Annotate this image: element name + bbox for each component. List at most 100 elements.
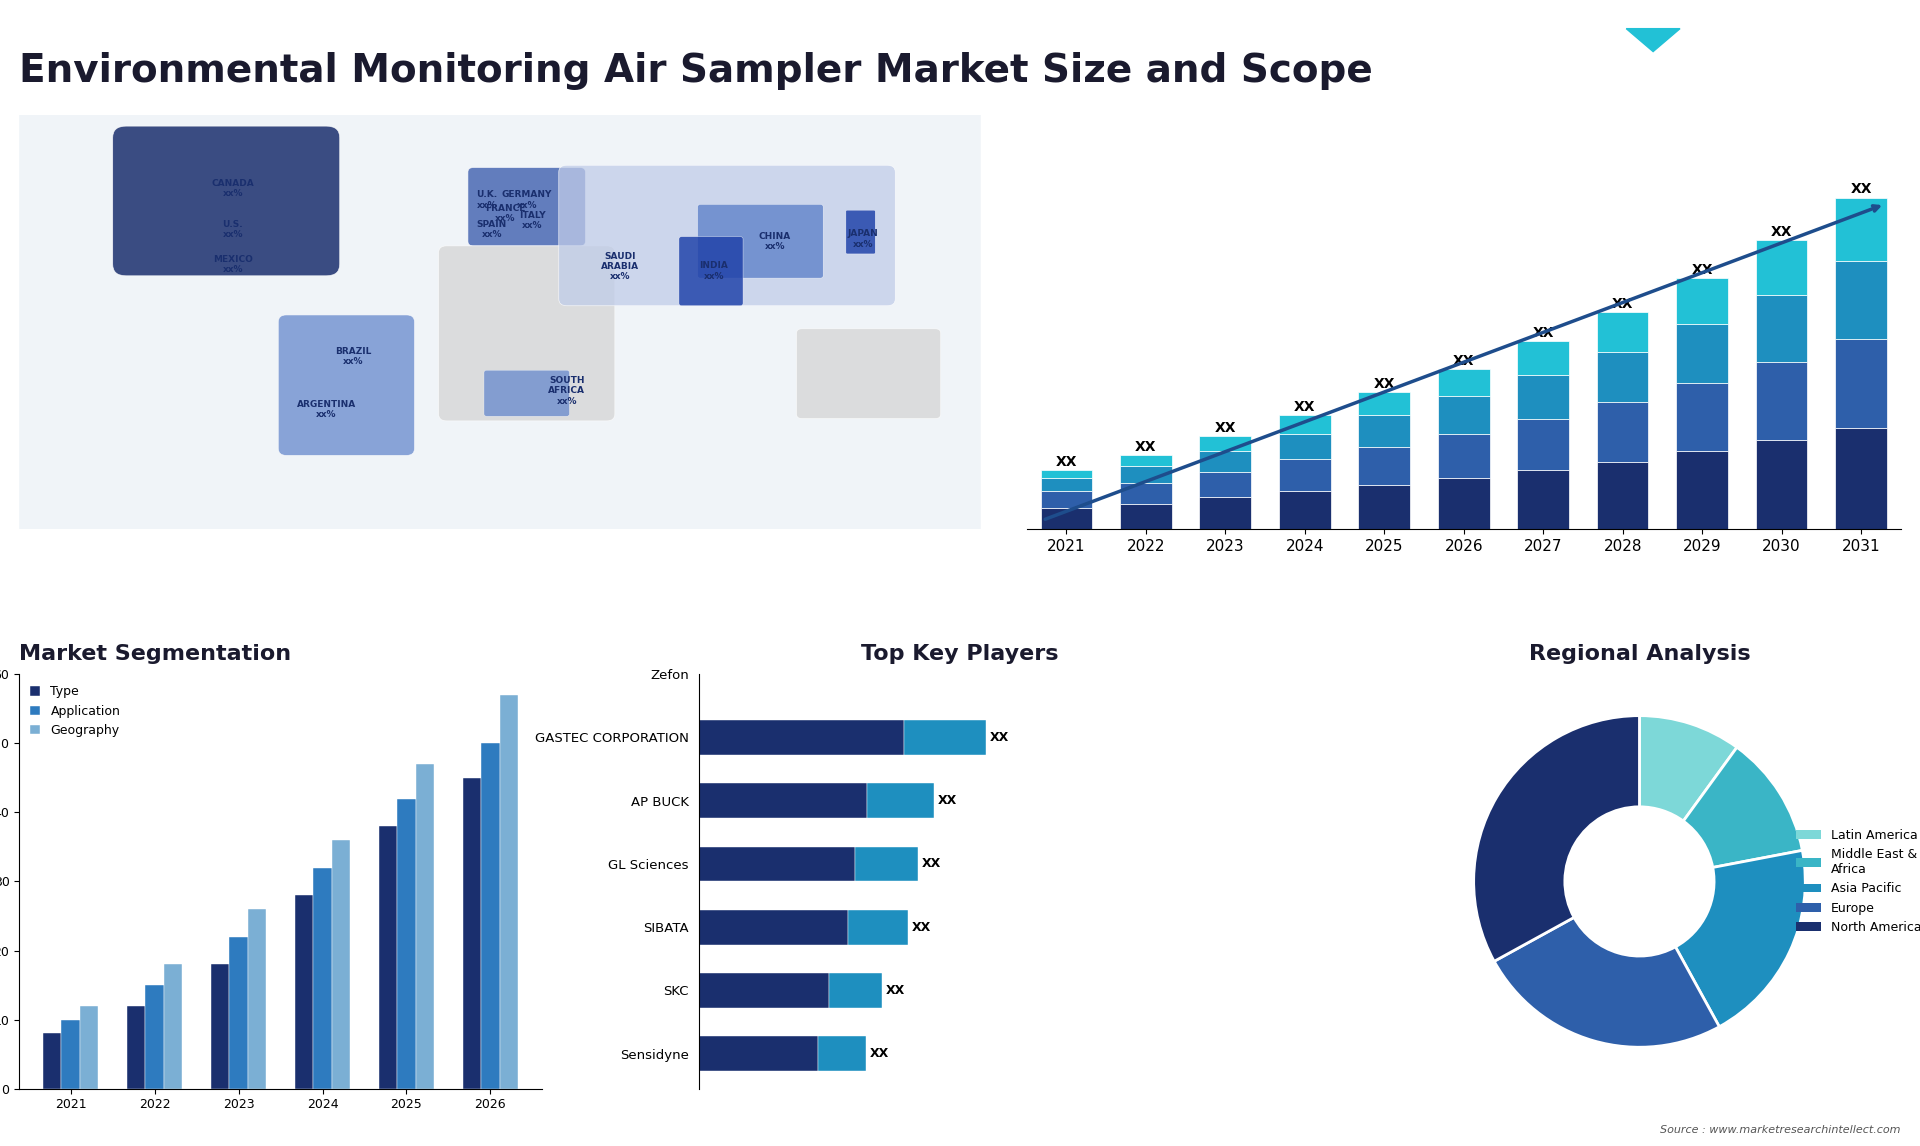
Bar xyxy=(699,720,904,755)
Text: ITALY
xx%: ITALY xx% xyxy=(518,211,545,230)
Bar xyxy=(699,910,849,944)
Text: XX: XX xyxy=(1294,400,1315,414)
Bar xyxy=(818,1036,866,1072)
Bar xyxy=(228,936,248,1089)
Bar xyxy=(296,895,313,1089)
FancyBboxPatch shape xyxy=(559,165,895,306)
Bar xyxy=(1597,352,1649,402)
Bar xyxy=(829,973,881,1007)
Title: Regional Analysis: Regional Analysis xyxy=(1528,644,1751,665)
Bar xyxy=(1119,504,1171,529)
Polygon shape xyxy=(1626,29,1680,52)
Text: MARKET
RESEARCH
INTELLECT: MARKET RESEARCH INTELLECT xyxy=(1715,47,1780,79)
Wedge shape xyxy=(1684,747,1803,868)
Bar xyxy=(1041,470,1092,478)
Bar xyxy=(163,964,182,1089)
Bar xyxy=(1517,375,1569,419)
Bar xyxy=(1597,402,1649,462)
Wedge shape xyxy=(1475,715,1640,961)
Bar xyxy=(146,986,163,1089)
Bar xyxy=(61,1020,81,1089)
Bar xyxy=(1279,434,1331,460)
Bar xyxy=(699,847,856,881)
Wedge shape xyxy=(1676,850,1805,1027)
FancyBboxPatch shape xyxy=(468,167,586,246)
Legend: Latin America, Middle East &
Africa, Asia Pacific, Europe, North America: Latin America, Middle East & Africa, Asi… xyxy=(1791,824,1920,939)
Bar xyxy=(417,764,434,1089)
Text: XX: XX xyxy=(1851,182,1872,196)
Text: Market Segmentation: Market Segmentation xyxy=(19,644,292,665)
Text: MEXICO
xx%: MEXICO xx% xyxy=(213,254,253,274)
Bar xyxy=(1755,440,1807,529)
Bar xyxy=(1676,452,1728,529)
Bar xyxy=(1676,384,1728,452)
Bar xyxy=(463,778,482,1089)
Bar xyxy=(1438,434,1490,478)
Text: BRAZIL
xx%: BRAZIL xx% xyxy=(334,347,371,366)
FancyBboxPatch shape xyxy=(697,204,824,278)
Bar xyxy=(1438,397,1490,434)
Bar xyxy=(248,909,267,1089)
Text: Source : www.marketresearchintellect.com: Source : www.marketresearchintellect.com xyxy=(1661,1124,1901,1135)
Bar xyxy=(1200,472,1252,497)
Bar xyxy=(332,840,349,1089)
Bar xyxy=(1119,482,1171,504)
Text: XX: XX xyxy=(1373,377,1396,391)
Wedge shape xyxy=(1640,715,1738,821)
Bar xyxy=(378,826,397,1089)
Text: XX: XX xyxy=(1613,297,1634,311)
FancyBboxPatch shape xyxy=(438,246,614,421)
Title: Top Key Players: Top Key Players xyxy=(862,644,1058,665)
Text: XX: XX xyxy=(1135,440,1156,454)
Bar xyxy=(1359,485,1409,529)
Text: SOUTH
AFRICA
xx%: SOUTH AFRICA xx% xyxy=(549,376,586,406)
Bar xyxy=(127,1006,146,1089)
Bar xyxy=(313,868,332,1089)
Bar xyxy=(1836,261,1887,339)
Bar xyxy=(1119,465,1171,482)
Bar xyxy=(866,784,933,818)
Bar xyxy=(1755,240,1807,295)
Bar xyxy=(1597,462,1649,529)
Text: GERMANY
xx%: GERMANY xx% xyxy=(501,190,551,210)
Text: ARGENTINA
xx%: ARGENTINA xx% xyxy=(298,400,355,419)
Bar xyxy=(1200,497,1252,529)
Bar xyxy=(1438,369,1490,397)
Bar xyxy=(1517,419,1569,470)
Bar xyxy=(1676,324,1728,384)
Bar xyxy=(1200,437,1252,452)
Bar xyxy=(1836,427,1887,529)
Bar xyxy=(849,910,908,944)
Bar xyxy=(42,1034,61,1089)
Bar xyxy=(1836,197,1887,261)
Bar xyxy=(1597,312,1649,352)
Text: XX: XX xyxy=(870,1047,889,1060)
FancyBboxPatch shape xyxy=(680,237,743,306)
Bar xyxy=(81,1006,98,1089)
Text: XX: XX xyxy=(1532,327,1553,340)
Text: INDIA
xx%: INDIA xx% xyxy=(699,261,728,281)
Bar xyxy=(1836,339,1887,427)
Bar xyxy=(699,973,829,1007)
Bar xyxy=(1755,295,1807,362)
Text: Environmental Monitoring Air Sampler Market Size and Scope: Environmental Monitoring Air Sampler Mar… xyxy=(19,52,1373,89)
Bar xyxy=(499,694,518,1089)
Bar xyxy=(1359,392,1409,415)
Bar xyxy=(211,964,228,1089)
FancyBboxPatch shape xyxy=(113,126,340,276)
Bar xyxy=(1517,342,1569,375)
Bar xyxy=(699,784,866,818)
Bar xyxy=(1119,455,1171,465)
Text: XX: XX xyxy=(1453,353,1475,368)
Text: XX: XX xyxy=(1692,262,1713,276)
Bar xyxy=(1676,277,1728,324)
Bar xyxy=(1359,415,1409,447)
Bar xyxy=(482,744,499,1089)
Text: CHINA
xx%: CHINA xx% xyxy=(758,231,791,251)
Text: XX: XX xyxy=(1770,225,1793,238)
FancyBboxPatch shape xyxy=(278,315,415,455)
Text: XX: XX xyxy=(991,731,1010,744)
Bar xyxy=(1041,492,1092,508)
Bar xyxy=(1041,478,1092,492)
Text: CANADA
xx%: CANADA xx% xyxy=(211,179,253,198)
